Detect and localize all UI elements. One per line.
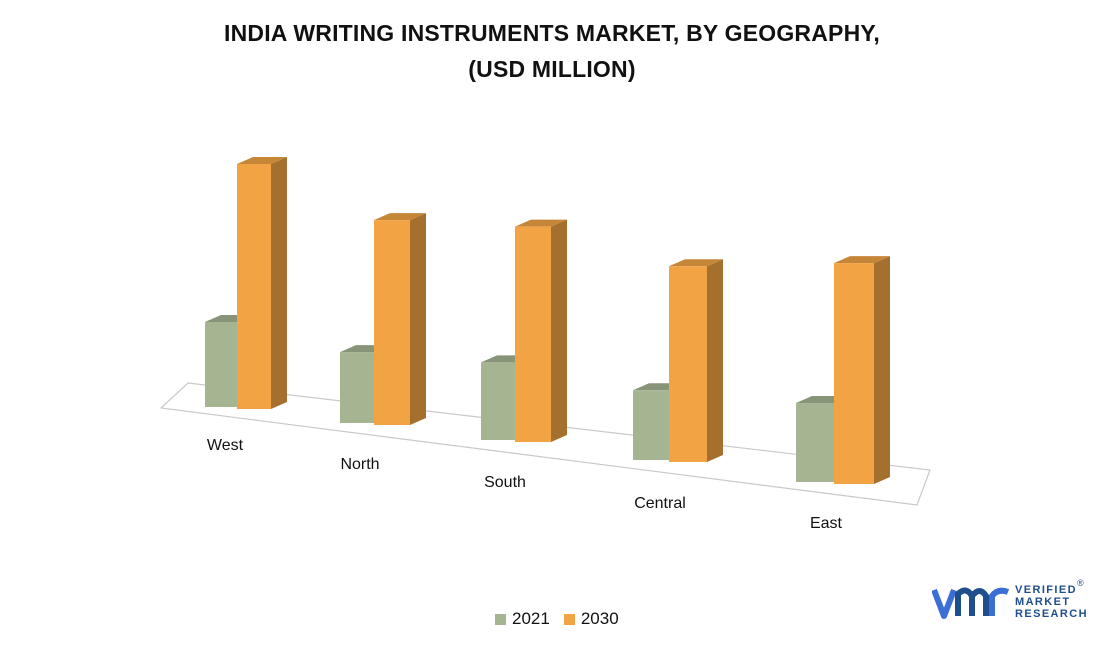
bar-front — [205, 322, 239, 407]
bar-side — [410, 213, 426, 425]
bar-front — [481, 362, 517, 440]
category-label-central: Central — [634, 495, 686, 512]
category-label-east: East — [810, 515, 843, 532]
brand-line-2: MARKET — [1015, 596, 1071, 608]
bar-top — [515, 219, 567, 227]
legend-swatch-2021 — [495, 613, 506, 625]
category-labels: West North South Central East — [207, 437, 843, 532]
bar-south-2030 — [515, 219, 567, 442]
bar-central-2030 — [669, 259, 723, 462]
floor-plane — [159, 382, 931, 506]
chart-title: INDIA WRITING INSTRUMENTS MARKET, BY GEO… — [224, 20, 880, 46]
bars-layer — [205, 157, 890, 484]
legend-label-2021: 2021 — [512, 609, 550, 628]
brand-line-1: VERIFIED — [1015, 584, 1077, 596]
category-label-south: South — [484, 474, 526, 491]
category-label-north: North — [340, 456, 379, 473]
chart-subtitle: (USD MILLION) — [468, 56, 636, 82]
bar-front — [796, 403, 836, 482]
chart-plot: West North South Central East — [159, 157, 931, 532]
legend-item-2021: 2021 — [495, 609, 550, 629]
bar-top — [669, 259, 723, 267]
bar-east-2030 — [834, 256, 890, 484]
bar-west-2030 — [237, 157, 287, 409]
bar-front — [515, 226, 551, 442]
bar-side — [551, 219, 567, 442]
bar-front — [633, 390, 671, 460]
bar-side — [271, 157, 287, 409]
bar-top — [374, 213, 426, 221]
legend-item-2030: 2030 — [563, 609, 619, 629]
bar-front — [237, 164, 271, 409]
brand-name: VERIFIED MARKET RESEARCH — [1015, 584, 1095, 620]
verified-market-research-logo: VERIFIED MARKET RESEARCH ® — [931, 578, 1095, 630]
legend-label-2030: 2030 — [580, 609, 619, 628]
legend: 2021 2030 — [495, 608, 633, 630]
bar-side — [707, 259, 723, 462]
bar-top — [834, 256, 890, 264]
vmr-logo-icon — [931, 587, 1010, 619]
bar-front — [374, 220, 410, 425]
category-label-west: West — [207, 437, 244, 454]
bar-front — [669, 266, 707, 462]
bar-north-2030 — [374, 213, 426, 425]
bar-front — [340, 352, 376, 423]
brand-line-3: RESEARCH — [1015, 608, 1088, 620]
registered-mark: ® — [1077, 578, 1084, 588]
chart-floor — [159, 382, 931, 506]
bar-front — [834, 263, 874, 484]
legend-swatch-2030 — [563, 613, 575, 625]
bar-side — [874, 256, 890, 484]
bar-top — [237, 157, 287, 164]
